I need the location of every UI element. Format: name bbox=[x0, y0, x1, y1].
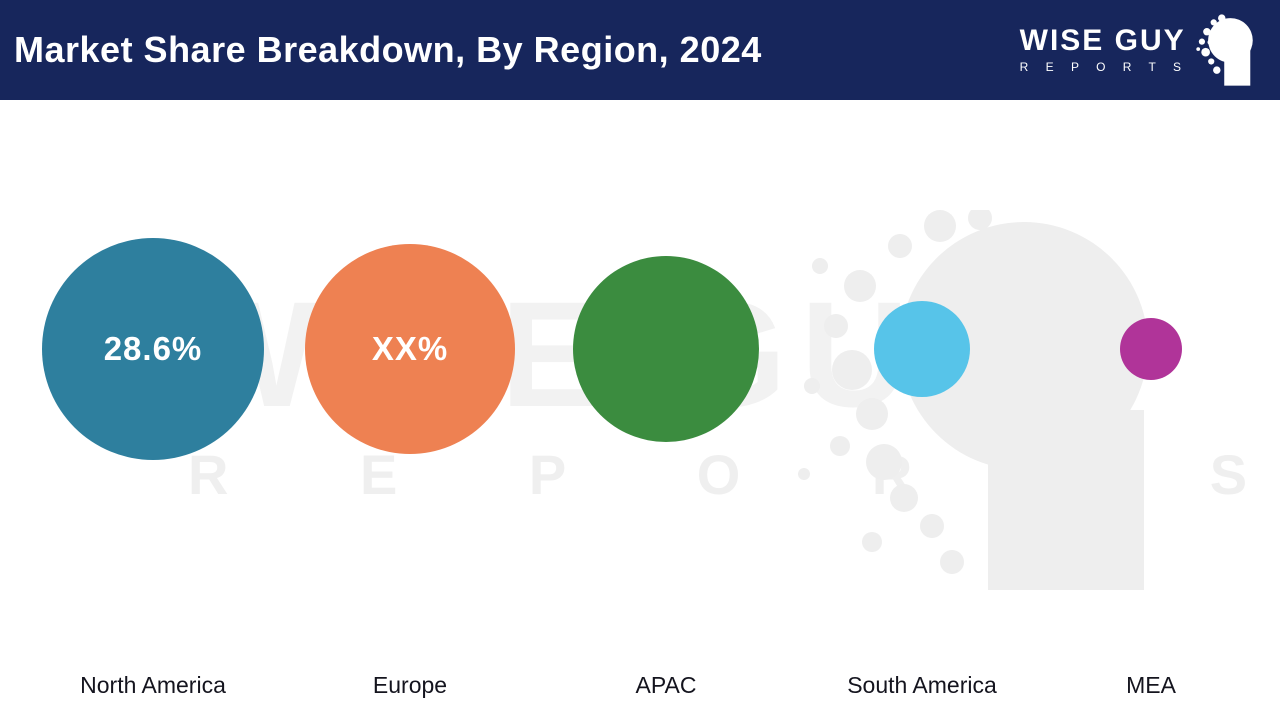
logo-subtitle: R E P O R T S bbox=[1019, 60, 1188, 74]
bubble-value-label: XX% bbox=[371, 330, 449, 367]
logo-text: WISE GUY R E P O R T S bbox=[1019, 24, 1188, 75]
category-label-south-america: South America bbox=[847, 672, 997, 698]
bubble-europe: XX% bbox=[305, 244, 515, 454]
bubble-mea bbox=[1120, 318, 1182, 380]
category-label-mea: MEA bbox=[1126, 672, 1176, 698]
bubble-south-america bbox=[874, 301, 970, 397]
wise-guy-logo: WISE GUY R E P O R T S bbox=[1020, 14, 1254, 86]
category-label-europe: Europe bbox=[372, 672, 448, 698]
bubble-north-america: 28.6% bbox=[42, 238, 264, 460]
logo-head-icon bbox=[1196, 14, 1253, 86]
bubble-chart: WISE GUY R E P O R T S 28.6%North Americ… bbox=[0, 100, 1280, 720]
watermark-head-icon bbox=[798, 210, 1148, 590]
bubble-value-label: 28.6% bbox=[103, 330, 203, 367]
header-bar: Market Share Breakdown, By Region, 2024 … bbox=[0, 0, 1280, 100]
logo-title: WISE GUY bbox=[1019, 24, 1186, 57]
category-label-north-america: North America bbox=[80, 672, 226, 698]
bubble-apac bbox=[573, 256, 759, 442]
page-title: Market Share Breakdown, By Region, 2024 bbox=[14, 29, 762, 70]
category-label-apac: APAC bbox=[635, 672, 697, 698]
